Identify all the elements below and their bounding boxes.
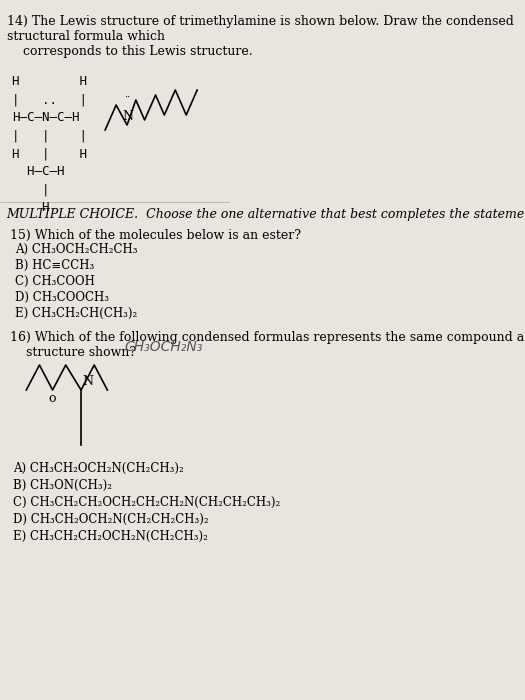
Text: ··: ·· <box>124 93 131 102</box>
Text: B) CH₃ON(CH₃)₂: B) CH₃ON(CH₃)₂ <box>13 479 112 492</box>
Text: 16) Which of the following condensed formulas represents the same compound as th: 16) Which of the following condensed for… <box>9 331 525 359</box>
Text: H        H
|   ..   |
H–C–N–C–H
|   |    |
H   |    H
  H–C–H
    |
    H: H H | .. | H–C–N–C–H | | | H | H H–C–H |… <box>12 75 87 214</box>
Text: N: N <box>122 110 133 123</box>
Text: E) CH₃CH₂CH₂OCH₂N(CH₂CH₃)₂: E) CH₃CH₂CH₂OCH₂N(CH₂CH₃)₂ <box>13 530 208 543</box>
Text: C) CH₃CH₂CH₂OCH₂CH₂CH₂N(CH₂CH₂CH₃)₂: C) CH₃CH₂CH₂OCH₂CH₂CH₂N(CH₂CH₂CH₃)₂ <box>13 496 280 509</box>
Text: 15) Which of the molecules below is an ester?: 15) Which of the molecules below is an e… <box>9 229 301 242</box>
Text: C) CH₃COOH: C) CH₃COOH <box>15 275 95 288</box>
Text: A) CH₃CH₂OCH₂N(CH₂CH₃)₂: A) CH₃CH₂OCH₂N(CH₂CH₃)₂ <box>13 462 184 475</box>
Text: o: o <box>49 392 56 405</box>
Text: CH₃OCH₂N₃: CH₃OCH₂N₃ <box>125 340 203 354</box>
Text: N: N <box>82 375 93 388</box>
Text: A) CH₃OCH₂CH₂CH₃: A) CH₃OCH₂CH₂CH₃ <box>15 243 138 256</box>
Text: D) CH₃CH₂OCH₂N(CH₂CH₂CH₃)₂: D) CH₃CH₂OCH₂N(CH₂CH₂CH₃)₂ <box>13 513 209 526</box>
Text: E) CH₃CH₂CH(CH₃)₂: E) CH₃CH₂CH(CH₃)₂ <box>15 307 138 320</box>
Text: 14) The Lewis structure of trimethylamine is shown below. Draw the condensed str: 14) The Lewis structure of trimethylamin… <box>7 15 513 58</box>
Text: MULTIPLE CHOICE.  Choose the one alternative that best completes the statement o: MULTIPLE CHOICE. Choose the one alternat… <box>6 208 525 221</box>
Text: B) HC≡CCH₃: B) HC≡CCH₃ <box>15 259 94 272</box>
Text: D) CH₃COOCH₃: D) CH₃COOCH₃ <box>15 291 109 304</box>
